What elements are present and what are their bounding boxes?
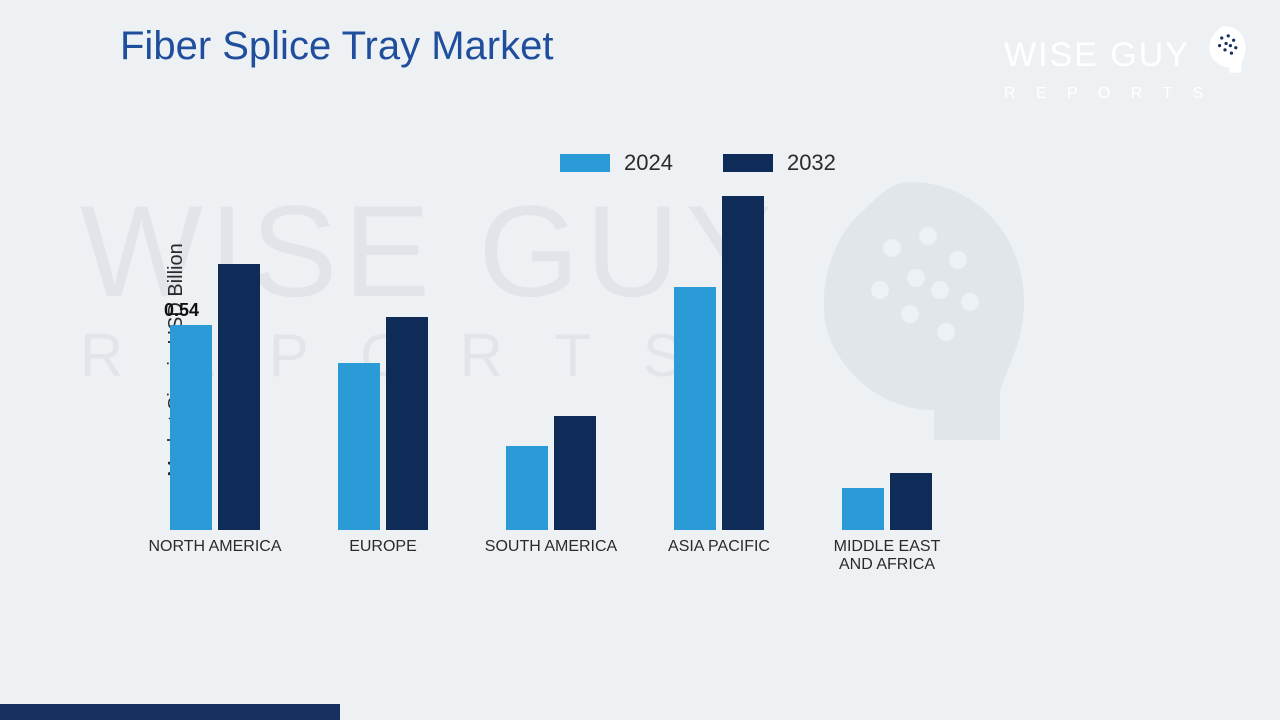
brand-line1: WISE GUY: [1004, 36, 1190, 75]
category-label: EUROPE: [313, 538, 453, 556]
brand-head-icon: [1198, 24, 1252, 87]
chart-area: Market Size in USD Billion NORTH AMERICA…: [70, 150, 940, 570]
category-label: NORTH AMERICA: [145, 538, 285, 556]
category-label: ASIA PACIFIC: [649, 538, 789, 556]
chart-title: Fiber Splice Tray Market: [120, 24, 553, 69]
bar: [218, 264, 260, 530]
bar: [506, 446, 548, 530]
bar: [890, 473, 932, 530]
bar: [386, 317, 428, 530]
brand-line2: R E P O R T S: [1004, 85, 1252, 103]
bar: [722, 196, 764, 530]
plot-area: NORTH AMERICA0.54 EUROPE SOUTH AMERICA ASIA…: [140, 150, 940, 530]
data-label: 0.54: [164, 300, 199, 321]
bottom-accent-bar: [0, 704, 340, 720]
bar: [554, 416, 596, 530]
bar-group: MIDDLE EAST AND AFRICA: [842, 473, 932, 530]
bar: [170, 325, 212, 530]
bar: [674, 287, 716, 530]
brand-logo: WISE GUY R E P O R T S: [1004, 24, 1252, 103]
bar-group: EUROPE: [338, 317, 428, 530]
category-label: MIDDLE EAST AND AFRICA: [817, 538, 957, 575]
stage: WISE GUY R E P O R T S Fiber Splice Tray…: [0, 0, 1280, 720]
bar-group: ASIA PACIFIC: [674, 196, 764, 530]
bar-group: NORTH AMERICA0.54: [170, 264, 260, 530]
bar: [338, 363, 380, 530]
category-label: SOUTH AMERICA: [481, 538, 621, 556]
bar: [842, 488, 884, 530]
bar-group: SOUTH AMERICA: [506, 416, 596, 530]
